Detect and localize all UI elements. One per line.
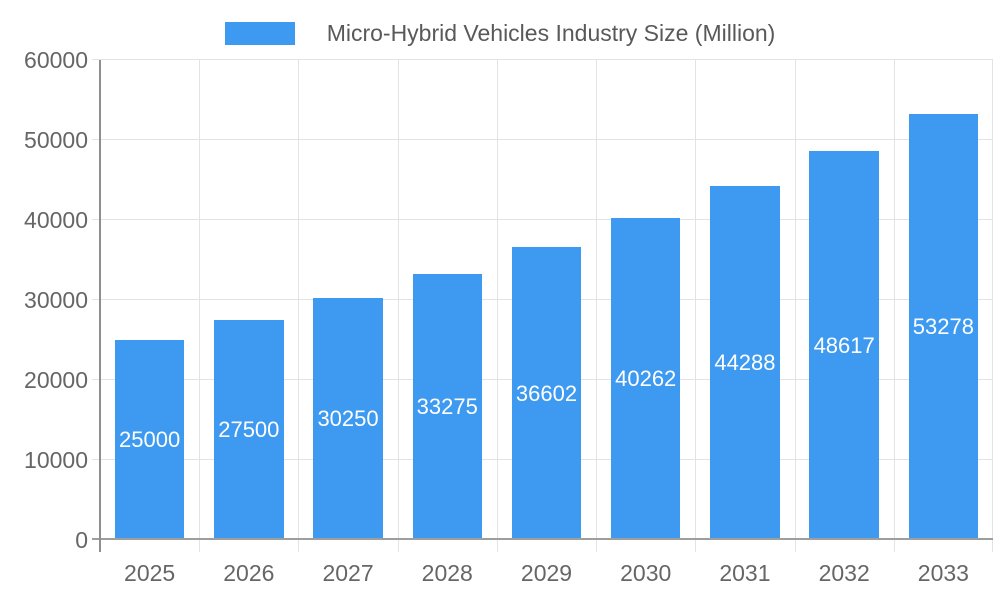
bar-value-label: 36602 xyxy=(515,380,578,406)
x-tick-label: 2025 xyxy=(124,560,176,586)
v-gridline xyxy=(794,60,796,552)
legend-label: Micro-Hybrid Vehicles Industry Size (Mil… xyxy=(326,20,776,46)
v-gridline xyxy=(199,60,201,552)
v-gridline xyxy=(496,60,498,552)
bar[interactable]: 27500 xyxy=(214,320,284,540)
y-tick-label: 0 xyxy=(75,527,88,553)
h-gridline xyxy=(92,219,993,221)
v-gridline xyxy=(397,60,399,552)
x-tick-label: 2029 xyxy=(520,560,573,586)
x-axis-line xyxy=(92,538,993,540)
bar[interactable]: 36602 xyxy=(511,247,582,540)
y-tick-label: 40000 xyxy=(24,207,88,233)
bar-value-label: 44288 xyxy=(714,349,776,375)
bar-value-label: 53278 xyxy=(912,313,974,339)
bar[interactable]: 48617 xyxy=(809,151,879,540)
x-tick-label: 2028 xyxy=(421,560,473,586)
v-gridline xyxy=(893,60,895,552)
bar[interactable]: 44288 xyxy=(710,185,780,540)
bar-value-label: 25000 xyxy=(119,427,181,452)
bar[interactable]: 33275 xyxy=(412,273,482,540)
x-tick-label: 2026 xyxy=(223,560,275,586)
bar-value-label: 33275 xyxy=(416,393,478,419)
bar-value-label: 48617 xyxy=(813,332,875,358)
v-gridline xyxy=(992,60,993,552)
x-tick-label: 2027 xyxy=(322,560,374,586)
y-tick-label: 60000 xyxy=(24,47,88,73)
legend-swatch xyxy=(224,22,295,45)
bar[interactable]: 30250 xyxy=(313,298,383,540)
y-tick-label: 20000 xyxy=(24,367,88,393)
v-gridline xyxy=(695,60,697,552)
plot-area: 25000 27500 30250 33275 36602 40262 44288 48617… xyxy=(92,59,993,552)
legend[interactable]: Micro-Hybrid Vehicles Industry Size (Mil… xyxy=(0,20,1000,47)
v-gridline xyxy=(298,60,300,552)
h-gridline xyxy=(92,59,993,60)
bar[interactable]: 53278 xyxy=(908,113,979,540)
y-tick-label: 30000 xyxy=(24,287,88,313)
x-tick-label: 2032 xyxy=(818,560,870,586)
h-gridline xyxy=(92,139,993,140)
bar-value-label: 27500 xyxy=(218,417,280,442)
v-gridline xyxy=(596,60,598,552)
bar[interactable]: 25000 xyxy=(114,340,185,540)
x-tick-label: 2030 xyxy=(620,560,672,586)
bar-value-label: 40262 xyxy=(615,365,677,391)
x-tick-label: 2033 xyxy=(917,560,969,586)
bar[interactable]: 40262 xyxy=(610,217,681,540)
y-axis-line xyxy=(99,60,101,552)
bar-value-label: 30250 xyxy=(317,406,379,431)
x-tick-label: 2031 xyxy=(719,560,771,586)
y-tick-label: 50000 xyxy=(24,127,88,153)
y-tick-label: 10000 xyxy=(24,447,88,473)
